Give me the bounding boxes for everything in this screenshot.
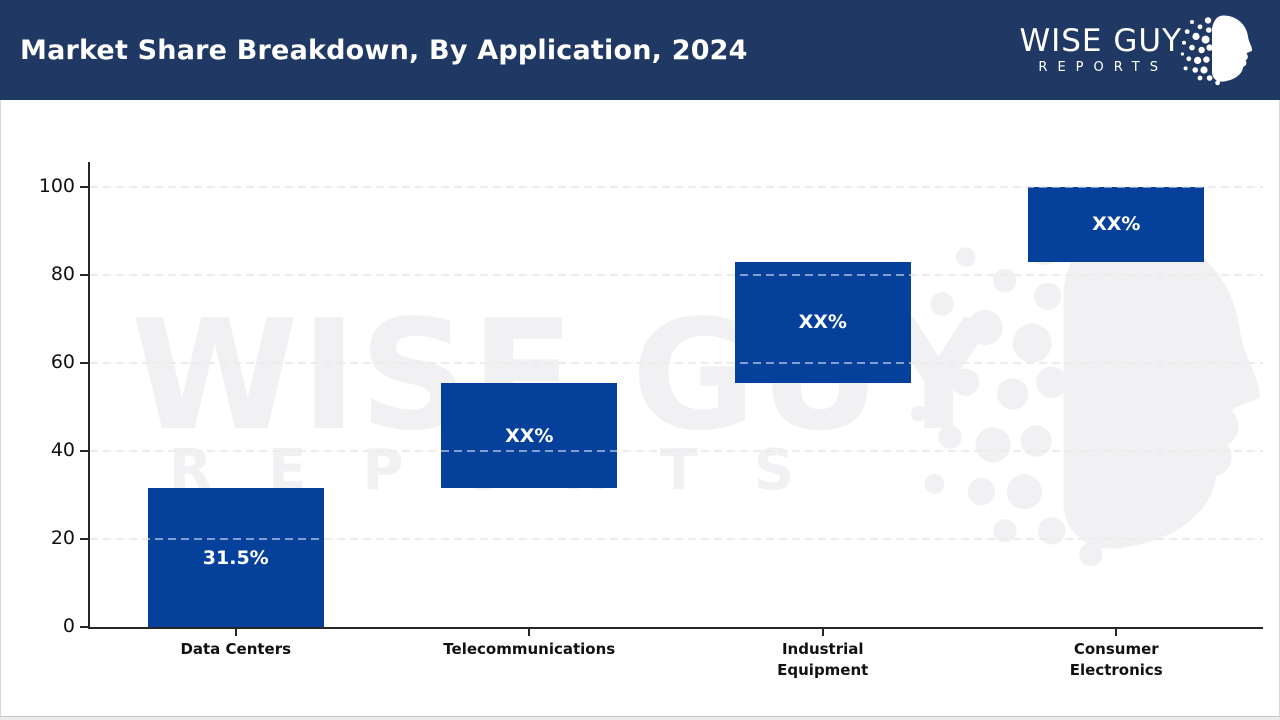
wiseguy-logo: WISE GUY REPORTS bbox=[1019, 14, 1256, 86]
gridline-overlay-100 bbox=[90, 186, 1263, 188]
x-tick-consumer-electronics bbox=[1115, 629, 1118, 636]
category-label-industrial-equipment: Industrial Equipment bbox=[777, 640, 869, 679]
bar-value-label-telecommunications: XX% bbox=[505, 424, 554, 447]
gridline-overlay-80 bbox=[90, 274, 1263, 276]
y-tick-label-80: 80 bbox=[50, 263, 75, 285]
bar-value-label-consumer-electronics: XX% bbox=[1092, 213, 1141, 236]
x-tick-data-centers bbox=[234, 629, 237, 636]
y-tick-label-40: 40 bbox=[50, 439, 75, 461]
logo-line2: REPORTS bbox=[1038, 60, 1169, 75]
y-tick-label-0: 0 bbox=[62, 615, 75, 637]
bar-value-label-industrial-equipment: XX% bbox=[798, 311, 847, 334]
bar-industrial-equipment: XX% bbox=[734, 261, 911, 383]
gridline-overlay-20 bbox=[90, 538, 1263, 540]
y-tick-label-20: 20 bbox=[50, 527, 75, 549]
category-label-consumer-electronics: Consumer Electronics bbox=[1069, 640, 1163, 679]
y-tick-0 bbox=[80, 626, 89, 628]
y-axis-line bbox=[88, 162, 90, 629]
header-bar: Market Share Breakdown, By Application, … bbox=[0, 0, 1280, 100]
y-tick-60 bbox=[80, 362, 89, 364]
bar-telecommunications: XX% bbox=[441, 382, 618, 489]
category-label-data-centers: Data Centers bbox=[180, 640, 292, 658]
watermark-head-icon bbox=[910, 225, 1260, 567]
x-tick-industrial-equipment bbox=[821, 629, 824, 636]
y-tick-100 bbox=[80, 186, 89, 188]
page-title: Market Share Breakdown, By Application, … bbox=[20, 34, 748, 66]
y-tick-label-100: 100 bbox=[38, 175, 75, 197]
logo-wordmark: WISE GUY REPORTS bbox=[1019, 23, 1182, 75]
category-label-telecommunications: Telecommunications bbox=[443, 640, 616, 658]
y-tick-40 bbox=[80, 450, 89, 452]
x-tick-telecommunications bbox=[528, 629, 531, 636]
gridline-overlay-60 bbox=[90, 362, 1263, 364]
y-tick-80 bbox=[80, 274, 89, 276]
bar-consumer-electronics: XX% bbox=[1028, 187, 1205, 262]
y-tick-20 bbox=[80, 538, 89, 540]
bar-value-label-data-centers: 31.5% bbox=[202, 546, 269, 569]
gridline-overlay-40 bbox=[90, 450, 1263, 452]
bottom-edge bbox=[0, 716, 1280, 720]
x-axis-line bbox=[88, 627, 1263, 629]
logo-head-icon bbox=[1180, 15, 1253, 86]
y-tick-label-60: 60 bbox=[50, 351, 75, 373]
logo-line1: WISE GUY bbox=[1019, 23, 1182, 59]
bar-data-centers: 31.5% bbox=[147, 488, 324, 627]
